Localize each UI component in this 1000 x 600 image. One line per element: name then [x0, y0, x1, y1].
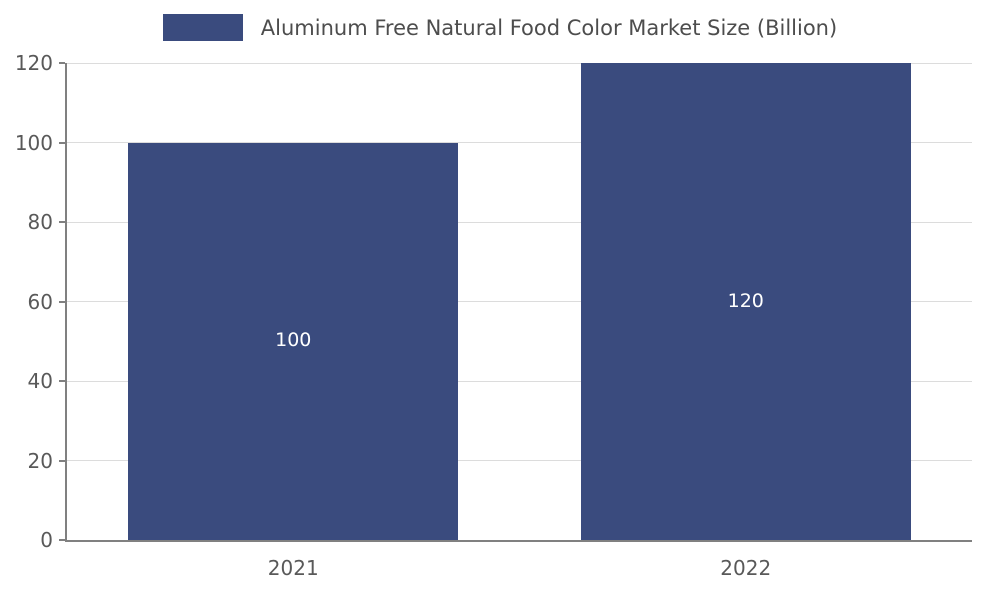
- y-tick-label: 40: [27, 369, 53, 393]
- gridline: [67, 221, 972, 223]
- y-tick-label: 100: [14, 130, 53, 155]
- legend-label: Aluminum Free Natural Food Color Market …: [260, 15, 838, 40]
- gridline: [67, 380, 972, 382]
- y-tick-label: 60: [27, 289, 53, 314]
- bar: 100: [128, 142, 459, 540]
- y-tick-mark: [59, 221, 65, 223]
- bar-value-label: 100: [275, 329, 312, 352]
- y-tick-label: 120: [14, 51, 53, 75]
- bar: 120: [580, 63, 911, 540]
- y-tick-mark: [59, 141, 65, 144]
- bar-value-label: 120: [727, 289, 764, 312]
- plot-area: 0 20 40 60 80 100 120 100 2021 120 2022: [15, 52, 972, 580]
- chart-legend: Aluminum Free Natural Food Color Market …: [0, 14, 1000, 41]
- y-tick-mark: [59, 300, 65, 303]
- gridline: [67, 460, 972, 461]
- y-tick-mark: [59, 62, 65, 64]
- gridline: [67, 301, 972, 302]
- x-tick-label: 2022: [720, 556, 772, 580]
- x-tick-label: 2021: [267, 556, 319, 580]
- gridline: [67, 62, 972, 64]
- y-tick-label: 0: [40, 528, 53, 552]
- y-tick-mark: [59, 539, 65, 541]
- y-tick-mark: [59, 380, 65, 382]
- legend-swatch-icon: [162, 14, 243, 41]
- y-tick-mark: [59, 459, 65, 462]
- gridline: [67, 142, 972, 143]
- y-tick-label: 80: [27, 210, 53, 234]
- y-tick-label: 20: [27, 448, 53, 473]
